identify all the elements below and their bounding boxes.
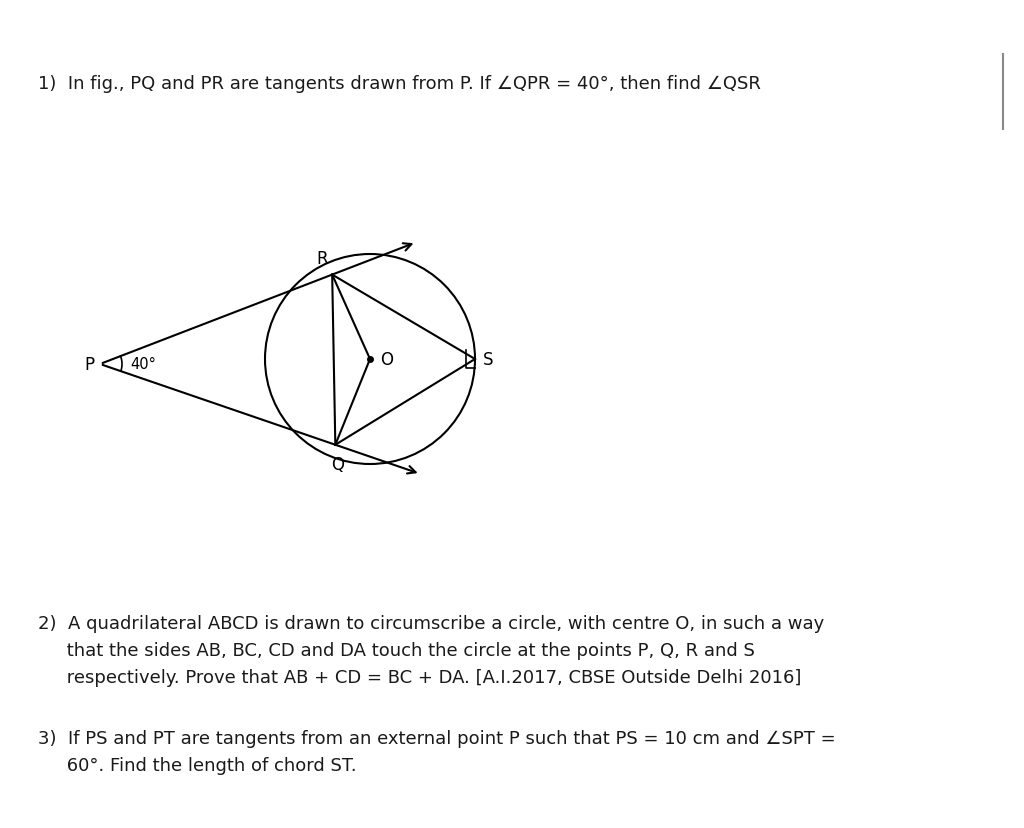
Text: S: S [483,350,494,368]
Text: respectively. Prove that AB + CD = BC + DA. [A.I.2017, CBSE Outside Delhi 2016]: respectively. Prove that AB + CD = BC + … [38,668,802,686]
Text: that the sides AB, BC, CD and DA touch the circle at the points P, Q, R and S: that the sides AB, BC, CD and DA touch t… [38,642,755,659]
Text: R: R [316,249,328,267]
Text: 60°. Find the length of chord ST.: 60°. Find the length of chord ST. [38,756,356,774]
Text: P: P [84,355,94,373]
Text: 2)  A quadrilateral ABCD is drawn to circumscribe a circle, with centre O, in su: 2) A quadrilateral ABCD is drawn to circ… [38,614,824,633]
Text: 40°: 40° [130,357,156,372]
Text: O: O [380,350,393,368]
Text: 1)  In fig., PQ and PR are tangents drawn from P. If ∠QPR = 40°, then find ∠QSR: 1) In fig., PQ and PR are tangents drawn… [38,75,761,93]
Text: Q: Q [331,455,344,473]
Text: 3)  If PS and PT are tangents from an external point P such that PS = 10 cm and : 3) If PS and PT are tangents from an ext… [38,729,836,747]
